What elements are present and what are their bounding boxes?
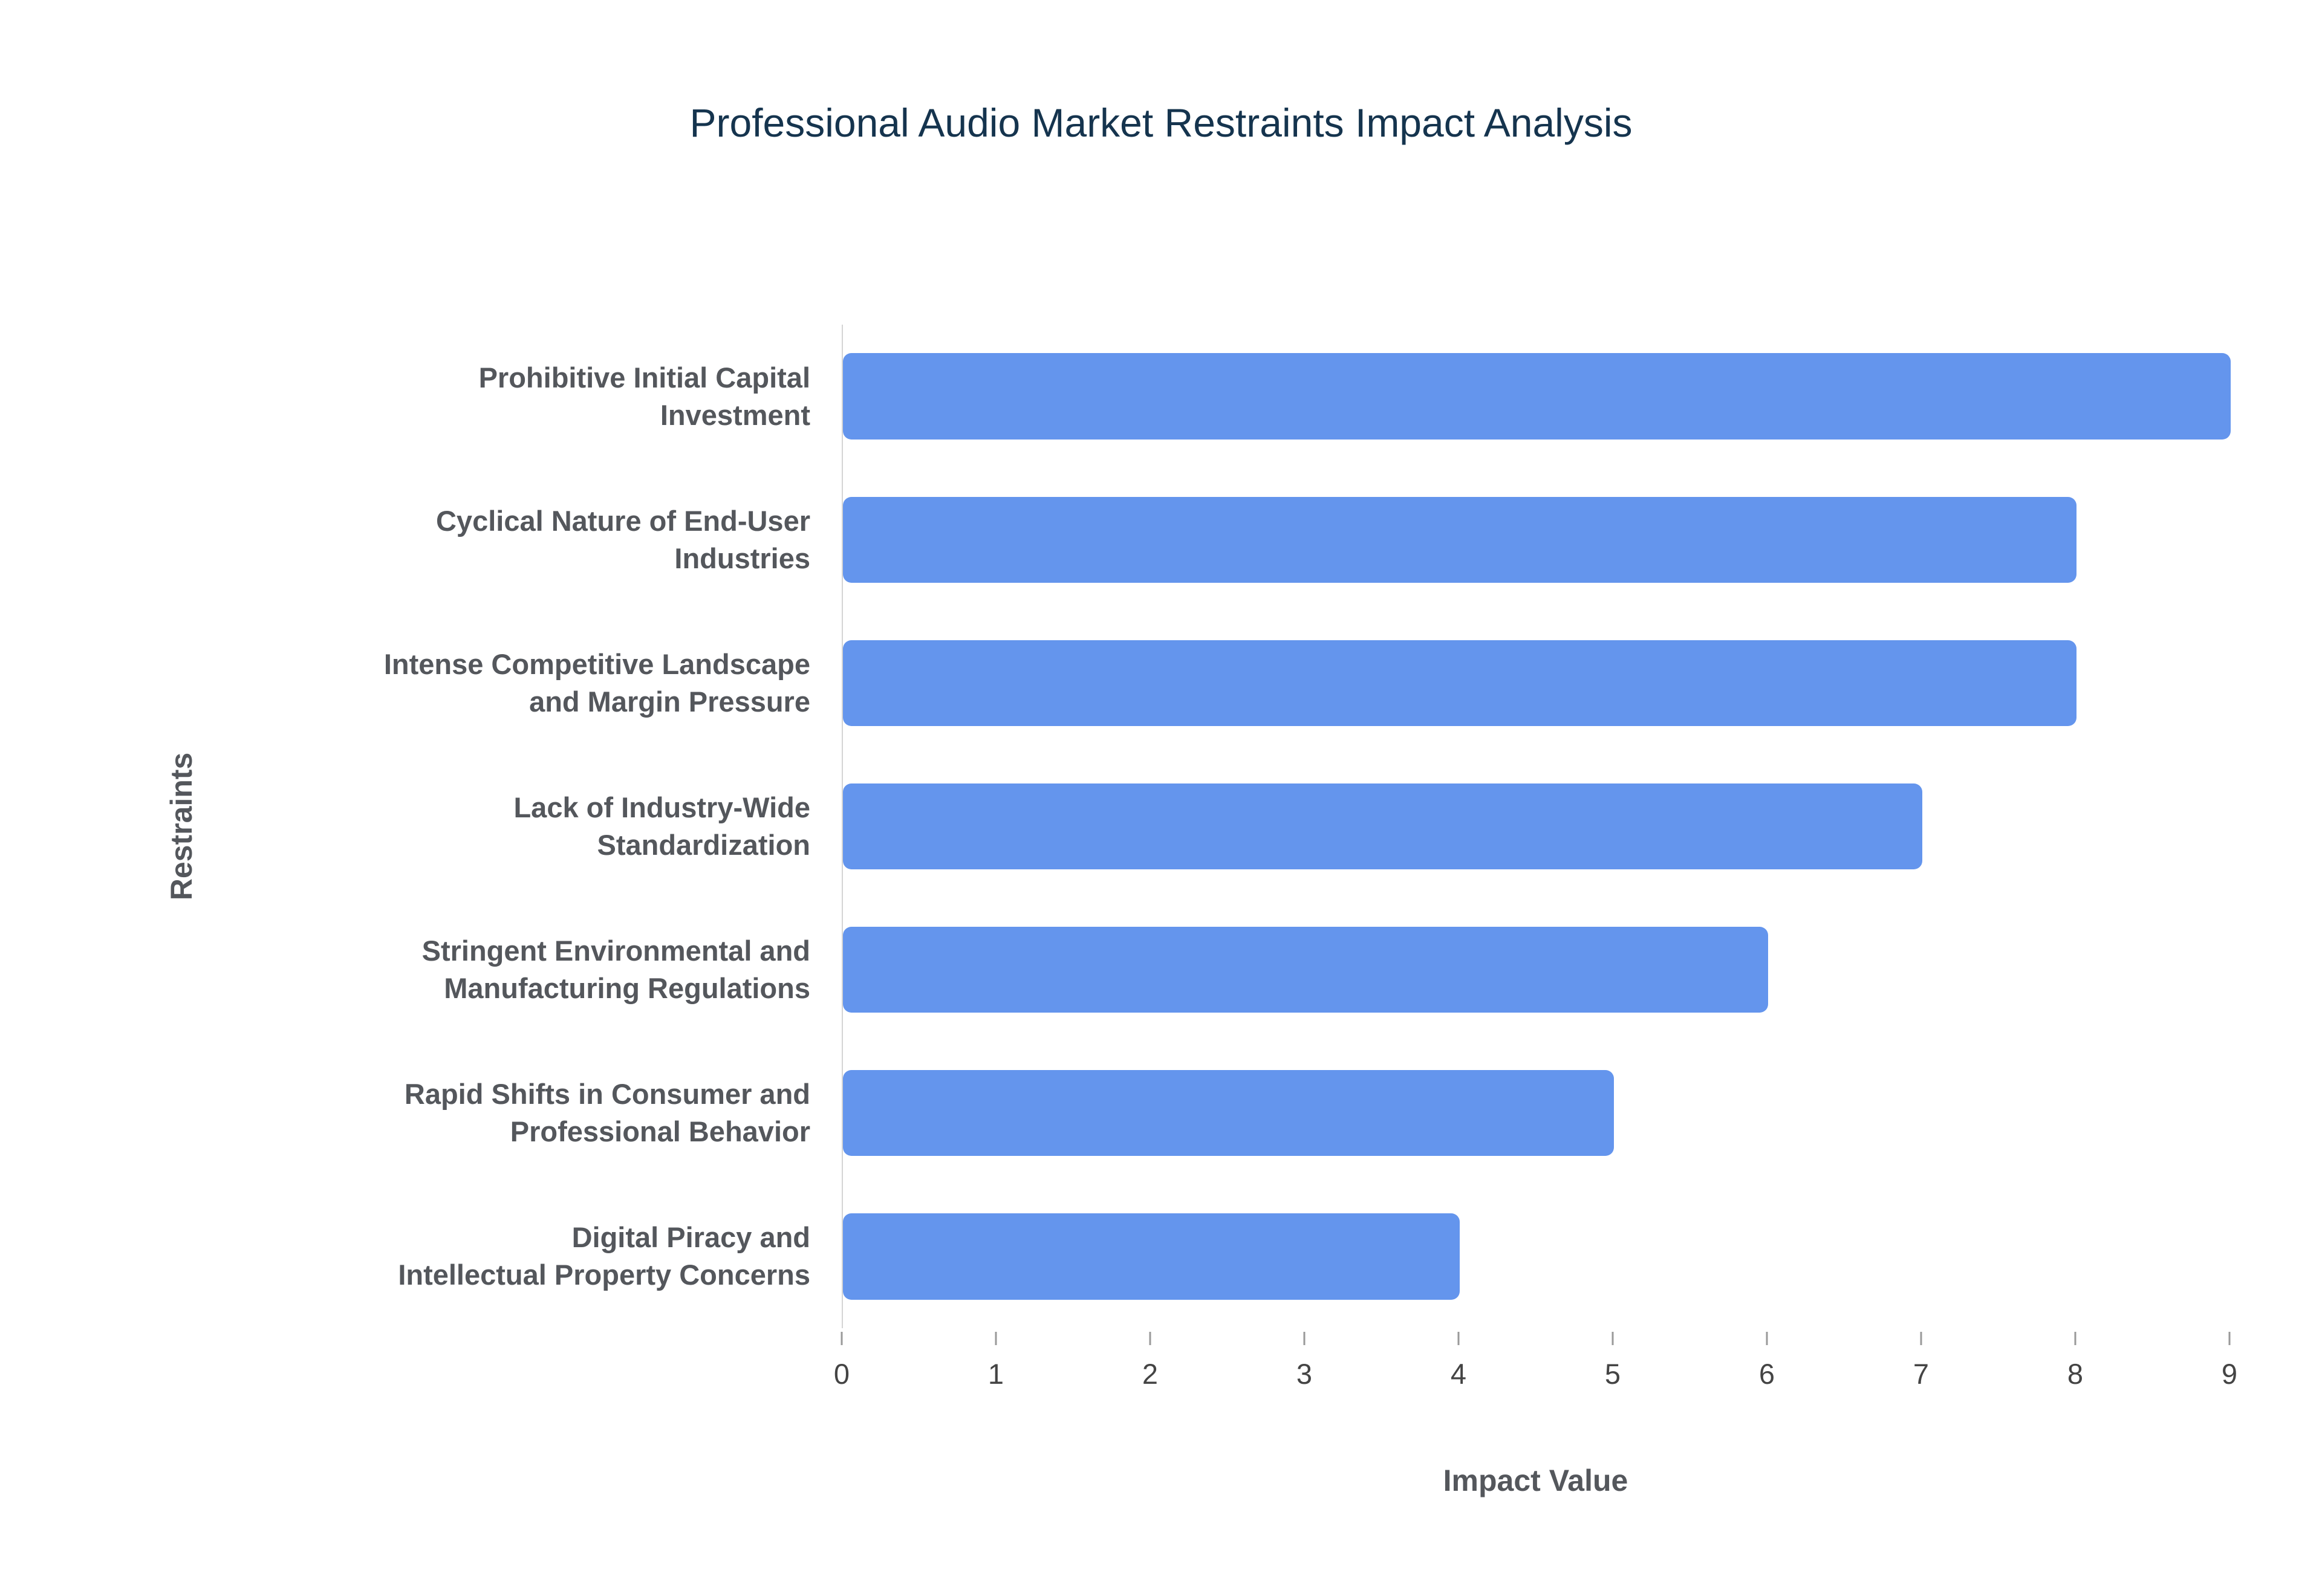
bar-row — [843, 1042, 2231, 1185]
bar-row — [843, 325, 2231, 468]
plot-area — [842, 325, 2231, 1328]
x-tick-mark — [1766, 1332, 1768, 1345]
x-tick-label: 0 — [833, 1358, 850, 1390]
x-tick-label: 7 — [1913, 1358, 1930, 1390]
x-tick-label: 5 — [1604, 1358, 1621, 1390]
bar-row — [843, 754, 2231, 898]
x-axis-title: Impact Value — [1443, 1464, 1628, 1497]
category-label: Digital Piracy and Intellectual Property… — [398, 1221, 810, 1291]
x-tick-label: 3 — [1296, 1358, 1313, 1390]
bar-segment[interactable] — [843, 1070, 1614, 1156]
category-label: Cyclical Nature of End-User Industries — [435, 504, 810, 574]
bar-row — [843, 1185, 2231, 1328]
bar-segment[interactable] — [843, 783, 1922, 870]
category-label: Intense Competitive Landscape and Margin… — [383, 647, 810, 718]
bar-row — [843, 611, 2231, 754]
x-tick-label: 9 — [2221, 1358, 2238, 1390]
x-tick-mark — [1149, 1332, 1151, 1345]
x-tick-mark — [2074, 1332, 2076, 1345]
x-tick-mark — [995, 1332, 997, 1345]
x-tick-mark — [841, 1332, 843, 1345]
bar-segment[interactable] — [843, 926, 1768, 1013]
category-label: Stringent Environmental and Manufacturin… — [421, 935, 810, 1005]
x-tick-label: 1 — [987, 1358, 1004, 1390]
x-tick-mark — [1611, 1332, 1614, 1345]
bar-row — [843, 468, 2231, 611]
chart-title: Professional Audio Market Restraints Imp… — [689, 100, 1633, 145]
x-tick-label: 4 — [1450, 1358, 1467, 1390]
x-tick-mark — [2228, 1332, 2231, 1345]
bar-segment[interactable] — [843, 1213, 1460, 1300]
x-axis: 0 1 2 3 4 5 6 7 8 9 — [834, 1328, 2237, 1413]
category-label: Rapid Shifts in Consumer and Professiona… — [404, 1078, 810, 1148]
category-label: Prohibitive Initial Capital Investment — [478, 361, 810, 431]
category-label: Lack of Industry-Wide Standardization — [513, 791, 810, 861]
x-tick-mark — [1303, 1332, 1306, 1345]
bar-segment[interactable] — [843, 640, 2076, 726]
x-tick-label: 2 — [1142, 1358, 1159, 1390]
x-tick-mark — [1920, 1332, 1922, 1345]
bar-segment[interactable] — [843, 353, 2231, 440]
x-tick-mark — [1457, 1332, 1460, 1345]
x-tick-label: 6 — [1758, 1358, 1775, 1390]
x-tick-label: 8 — [2067, 1358, 2084, 1390]
bar-segment[interactable] — [843, 496, 2076, 583]
y-axis-tick-labels: Prohibitive Initial Capital Investment Cy… — [187, 325, 810, 1328]
bar-row — [843, 898, 2231, 1042]
